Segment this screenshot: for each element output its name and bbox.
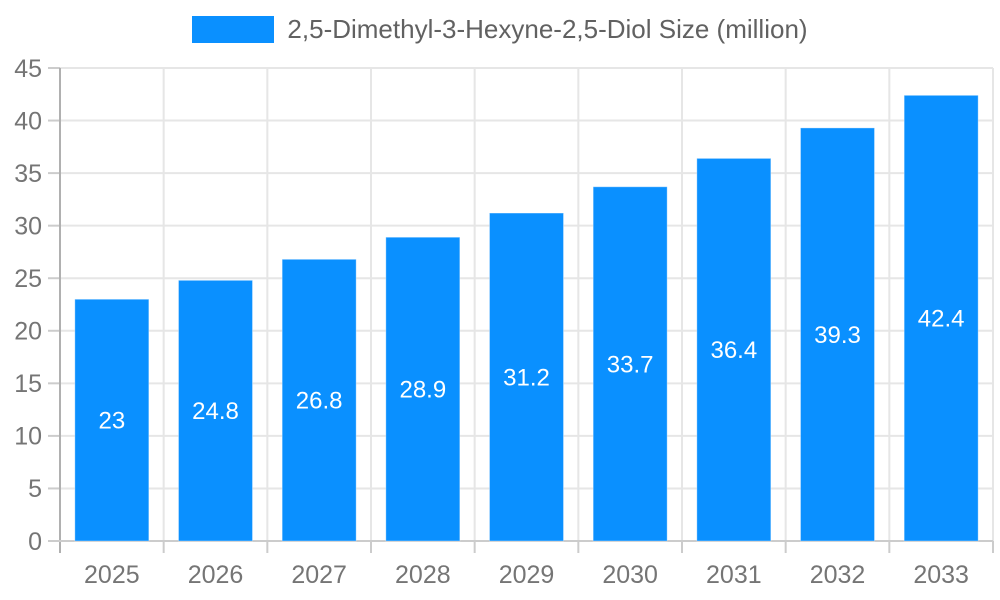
bar xyxy=(696,157,772,542)
bar xyxy=(385,236,461,542)
bar xyxy=(74,298,150,542)
chart-legend: 2,5-Dimethyl-3-Hexyne-2,5-Diol Size (mil… xyxy=(0,14,1000,45)
x-axis-label: 2033 xyxy=(913,561,969,589)
x-axis-label: 2029 xyxy=(499,561,555,589)
bar xyxy=(903,94,979,542)
bar-value-label: 31.2 xyxy=(503,364,550,391)
bar-value-label: 28.9 xyxy=(399,377,446,404)
bar-value-label: 24.8 xyxy=(192,398,239,425)
bar-value-label: 26.8 xyxy=(296,388,343,415)
bar xyxy=(800,127,875,542)
y-axis-label: 40 xyxy=(14,107,42,135)
x-axis-label: 2030 xyxy=(602,561,658,589)
y-axis-label: 0 xyxy=(28,528,42,556)
y-axis-label: 5 xyxy=(28,475,42,503)
bar-value-label: 33.7 xyxy=(607,351,654,378)
y-axis-label: 15 xyxy=(14,370,42,398)
bar xyxy=(281,258,357,542)
bar-value-label: 36.4 xyxy=(710,337,757,364)
x-axis-label: 2031 xyxy=(706,561,762,589)
x-axis-label: 2032 xyxy=(810,561,866,589)
bar xyxy=(178,279,253,542)
x-axis-label: 2028 xyxy=(395,561,451,589)
bar-value-label: 42.4 xyxy=(918,306,965,333)
x-axis-label: 2025 xyxy=(84,561,140,589)
y-axis-label: 45 xyxy=(14,55,42,83)
y-axis-label: 25 xyxy=(14,265,42,293)
bar xyxy=(592,186,668,542)
y-axis-label: 30 xyxy=(14,212,42,240)
bar-value-label: 39.3 xyxy=(814,322,861,349)
x-axis-label: 2026 xyxy=(188,561,244,589)
y-axis-label: 20 xyxy=(14,318,42,346)
y-axis-label: 10 xyxy=(14,423,42,451)
x-axis-label: 2027 xyxy=(291,561,347,589)
y-axis-label: 35 xyxy=(14,160,42,188)
bar-value-label: 23 xyxy=(98,408,125,435)
legend-swatch xyxy=(192,16,275,43)
chart-title: 2,5-Dimethyl-3-Hexyne-2,5-Diol Size (mil… xyxy=(287,14,808,44)
bar xyxy=(489,212,564,542)
